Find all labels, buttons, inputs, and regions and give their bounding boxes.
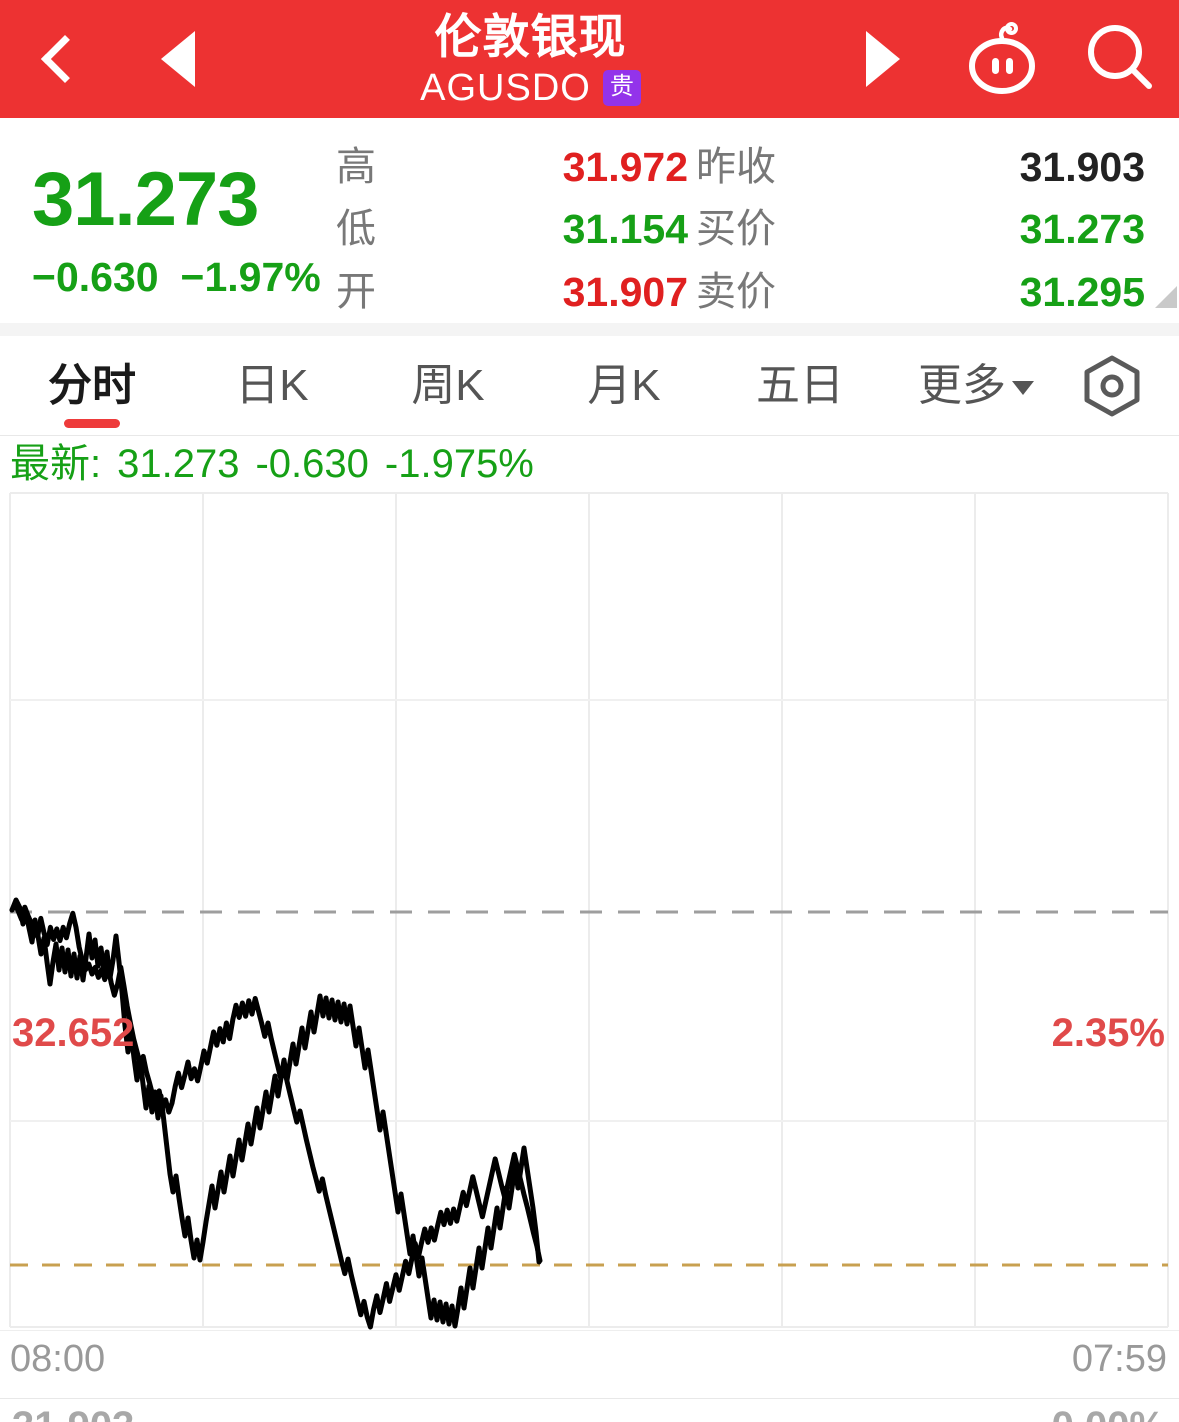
price-change-percent: −1.97%	[180, 253, 321, 300]
back-button[interactable]	[0, 0, 118, 118]
chart-prev-close-label: 31.903	[12, 1404, 134, 1422]
tab-label: 更多	[918, 360, 1006, 410]
last-price: 31.273	[32, 156, 259, 242]
stat-label-ask: 卖价	[696, 269, 776, 314]
latest-price: 31.273	[117, 442, 240, 486]
stat-value-bid: 31.273	[1019, 206, 1145, 253]
tab-label: 周K	[411, 360, 485, 410]
symbol-code: AGUSDO	[420, 67, 591, 109]
tab-monthly-k[interactable]: 月K	[536, 336, 712, 436]
chart-settings-button[interactable]	[1064, 336, 1179, 436]
symbol-row: AGUSDO 贵	[420, 67, 641, 109]
latest-label: 最新:	[10, 442, 102, 486]
stat-label-low: 低	[336, 207, 376, 252]
stat-label-prev-close: 昨收	[696, 145, 776, 190]
tab-label: 日K	[235, 360, 309, 410]
search-button[interactable]	[1061, 0, 1179, 118]
bottom-divider	[0, 1398, 1179, 1399]
triangle-left-icon	[161, 31, 195, 87]
price-line-detail	[9, 897, 542, 1329]
chart-high-percent-label: 2.35%	[1051, 1011, 1165, 1055]
category-badge: 贵	[602, 70, 641, 106]
chart-high-label: 32.652	[12, 1011, 135, 1055]
quote-stats-grid: 高 31.972 昨收 31.903 低 31.154 买价 31.273 开 …	[336, 134, 1161, 323]
stat-label-high: 高	[336, 145, 376, 190]
active-tab-indicator	[64, 418, 120, 428]
tab-label: 五日	[756, 360, 844, 410]
tab-more[interactable]: 更多	[888, 336, 1064, 436]
stat-value-open: 31.907	[562, 268, 688, 315]
chart-canvas	[0, 492, 1179, 1330]
tab-daily-k[interactable]: 日K	[184, 336, 360, 436]
time-axis-start: 08:00	[10, 1338, 106, 1380]
primary-quote: 31.273 −0.630 −1.97%	[18, 134, 336, 323]
stat-value-ask: 31.295	[1019, 268, 1145, 315]
tab-weekly-k[interactable]: 周K	[360, 336, 536, 436]
price-change: −0.630	[32, 253, 159, 300]
robot-icon	[969, 22, 1035, 94]
chevron-left-icon	[40, 34, 90, 84]
time-axis-end: 07:59	[1071, 1338, 1167, 1380]
chart-zero-percent-label: 0.00%	[1052, 1404, 1165, 1422]
latest-quote-line: 最新: 31.273 -0.630 -1.975%	[0, 436, 1179, 492]
tab-label: 月K	[587, 360, 661, 410]
search-icon	[1088, 25, 1152, 89]
chart-vertical-gridlines	[202, 493, 976, 1327]
stat-label-open: 开	[336, 269, 376, 314]
stat-value-high: 31.972	[562, 144, 688, 191]
stat-label-bid: 买价	[696, 207, 776, 252]
latest-change-percent: -1.975%	[384, 442, 534, 486]
stat-value-prev-close: 31.903	[1019, 144, 1145, 191]
tab-label: 分时	[48, 360, 136, 410]
page-title: 伦敦银现	[434, 10, 627, 63]
hexagon-settings-icon	[1084, 355, 1139, 416]
tab-fenshi[interactable]: 分时	[0, 336, 184, 436]
app-header: 伦敦银现 AGUSDO 贵	[0, 0, 1179, 118]
change-row: −0.630 −1.97%	[32, 254, 336, 300]
quote-panel: 31.273 −0.630 −1.97% 高 31.972 昨收 31.903 …	[0, 118, 1179, 336]
latest-change: -0.630	[255, 442, 369, 486]
header-title-block: 伦敦银现 AGUSDO 贵	[238, 9, 823, 109]
previous-symbol-button[interactable]	[118, 0, 238, 118]
chevron-down-icon	[1012, 380, 1034, 395]
robot-assistant-button[interactable]	[943, 0, 1061, 118]
tab-five-day[interactable]: 五日	[712, 336, 888, 436]
expand-quote-corner-icon[interactable]	[1155, 286, 1177, 308]
intraday-chart[interactable]: 32.652 2.35% 31.903 0.00% 31.154 -2.35%	[0, 492, 1179, 1422]
stat-value-low: 31.154	[562, 206, 688, 253]
next-symbol-button[interactable]	[823, 0, 943, 118]
triangle-right-icon	[866, 31, 900, 87]
chart-period-tabs: 分时 日K 周K 月K 五日 更多	[0, 336, 1179, 436]
price-line	[9, 901, 543, 1330]
chart-horizontal-gridlines	[10, 699, 1168, 1122]
chart-time-axis: 08:00 07:59	[0, 1330, 1179, 1390]
